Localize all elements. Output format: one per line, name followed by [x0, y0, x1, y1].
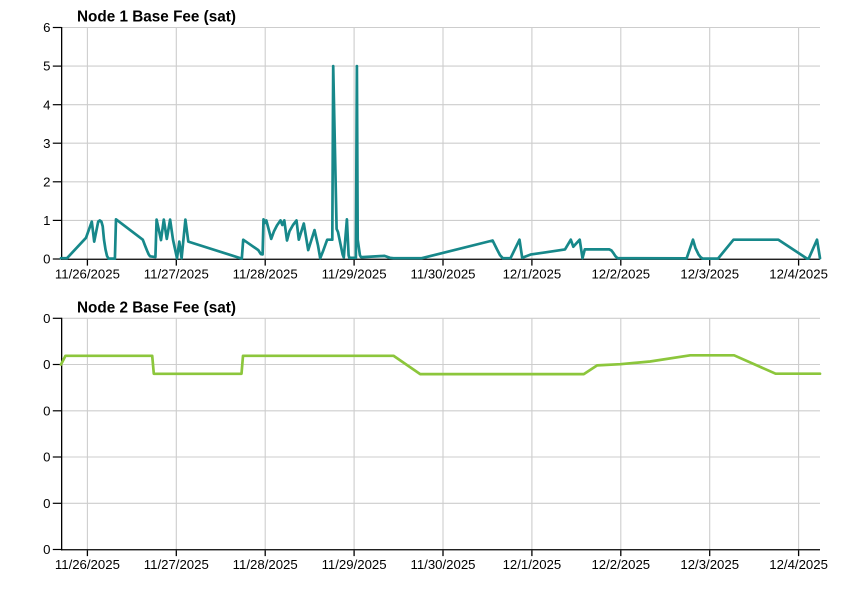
svg-text:11/30/2025: 11/30/2025 [410, 267, 475, 282]
svg-text:12/1/2025: 12/1/2025 [503, 557, 562, 572]
svg-text:0: 0 [43, 252, 50, 267]
svg-text:3: 3 [43, 136, 50, 151]
svg-text:0: 0 [43, 311, 50, 326]
svg-text:4: 4 [43, 97, 50, 112]
svg-text:0: 0 [43, 403, 50, 418]
svg-text:12/4/2025: 12/4/2025 [769, 557, 828, 572]
svg-text:0: 0 [43, 542, 50, 557]
svg-text:11/28/2025: 11/28/2025 [233, 557, 298, 572]
svg-text:5: 5 [43, 59, 50, 74]
svg-text:0: 0 [43, 450, 50, 465]
svg-text:11/26/2025: 11/26/2025 [55, 267, 120, 282]
svg-text:12/2/2025: 12/2/2025 [591, 557, 650, 572]
svg-text:Node 2 Base Fee (sat): Node 2 Base Fee (sat) [77, 300, 236, 317]
svg-text:11/29/2025: 11/29/2025 [322, 267, 387, 282]
svg-text:11/27/2025: 11/27/2025 [144, 557, 209, 572]
svg-text:1: 1 [43, 213, 50, 228]
svg-text:11/30/2025: 11/30/2025 [410, 557, 475, 572]
svg-text:0: 0 [43, 496, 50, 511]
svg-text:12/1/2025: 12/1/2025 [503, 267, 562, 282]
svg-text:11/26/2025: 11/26/2025 [55, 557, 120, 572]
svg-text:12/2/2025: 12/2/2025 [591, 267, 650, 282]
svg-text:12/3/2025: 12/3/2025 [680, 267, 739, 282]
svg-text:11/29/2025: 11/29/2025 [322, 557, 387, 572]
svg-text:Node 1 Base Fee (sat): Node 1 Base Fee (sat) [77, 9, 236, 26]
svg-text:0: 0 [43, 357, 50, 372]
svg-text:11/27/2025: 11/27/2025 [144, 267, 209, 282]
svg-text:11/28/2025: 11/28/2025 [233, 267, 298, 282]
svg-text:2: 2 [43, 174, 50, 189]
svg-text:12/4/2025: 12/4/2025 [769, 267, 828, 282]
svg-text:12/3/2025: 12/3/2025 [680, 557, 739, 572]
svg-text:6: 6 [43, 20, 50, 35]
